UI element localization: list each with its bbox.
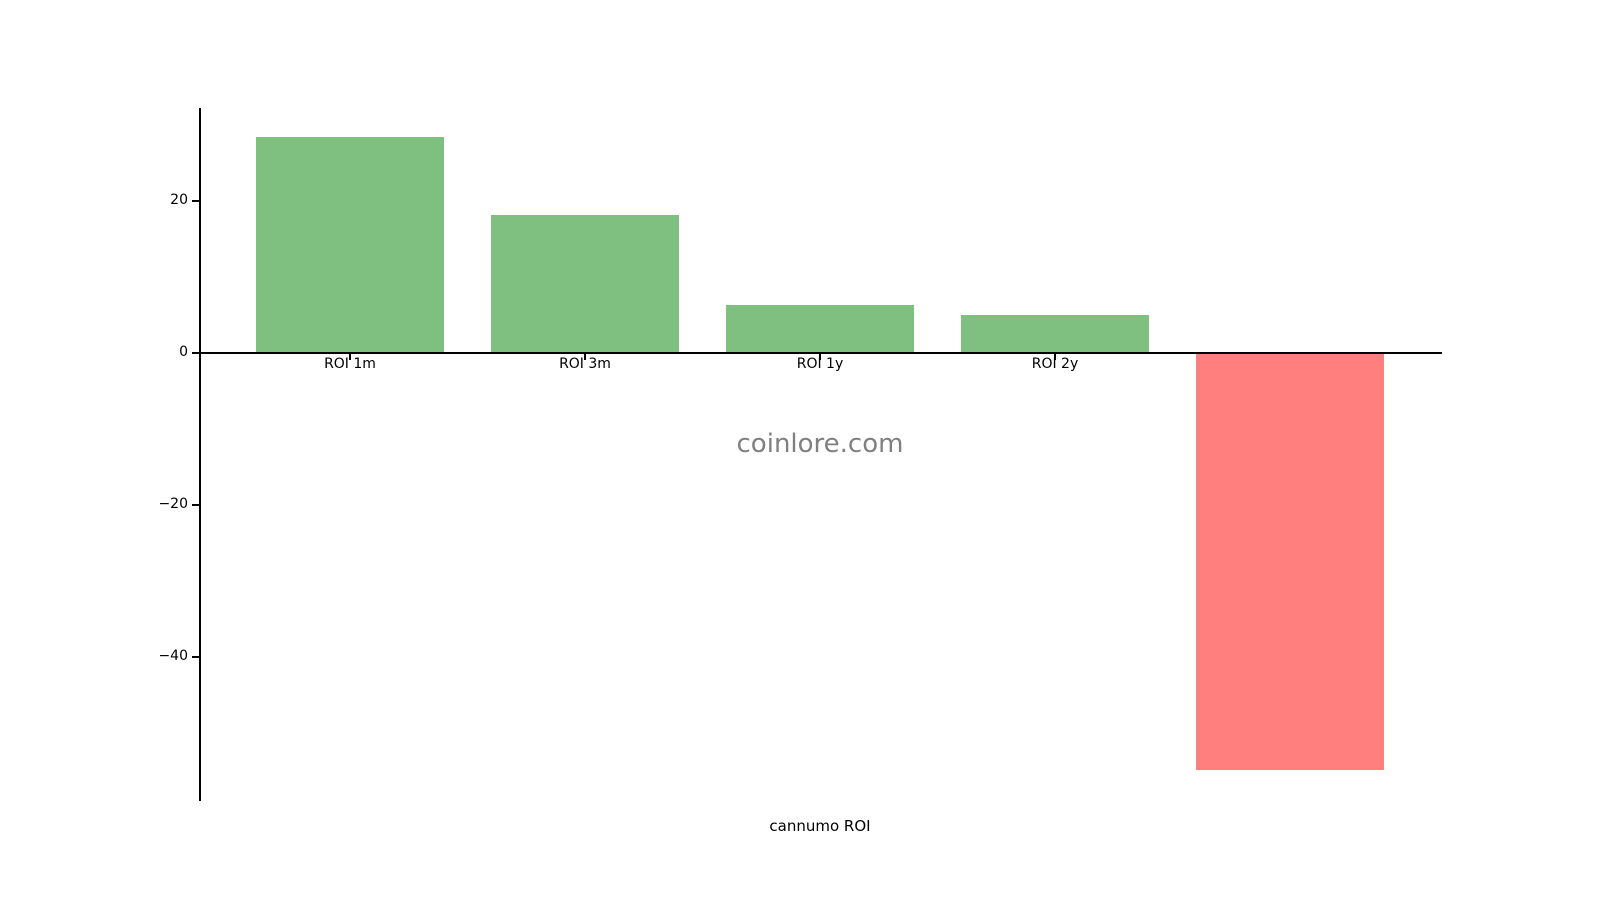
x-tick-label: ROI 2y — [1031, 356, 1079, 372]
y-tick-label: −40 — [158, 648, 188, 664]
x-axis-title: cannumo ROI — [769, 817, 871, 835]
y-tick — [192, 656, 199, 658]
x-axis-line — [199, 352, 1442, 354]
x-tick — [1054, 354, 1056, 360]
bar-roi-1m — [256, 137, 444, 353]
bar-roi-1y — [726, 305, 914, 353]
y-axis-line — [199, 108, 201, 801]
x-tick-label: ROI 1m — [324, 356, 376, 372]
x-tick — [584, 354, 586, 360]
x-tick — [819, 354, 821, 360]
bar-neg-4 — [1196, 353, 1384, 771]
y-tick-label: 0 — [179, 344, 188, 360]
watermark-text: coinlore.com — [736, 429, 904, 459]
x-tick-label: ROI 1y — [796, 356, 844, 372]
x-tick — [349, 354, 351, 360]
bar-roi-3m — [491, 214, 679, 353]
y-tick — [192, 200, 199, 202]
y-tick — [192, 504, 199, 506]
bar-roi-2y — [961, 315, 1149, 353]
y-tick-label: 20 — [170, 192, 188, 208]
x-tick-label: ROI 3m — [559, 356, 611, 372]
y-tick — [192, 352, 199, 354]
y-tick-label: −20 — [158, 496, 188, 512]
